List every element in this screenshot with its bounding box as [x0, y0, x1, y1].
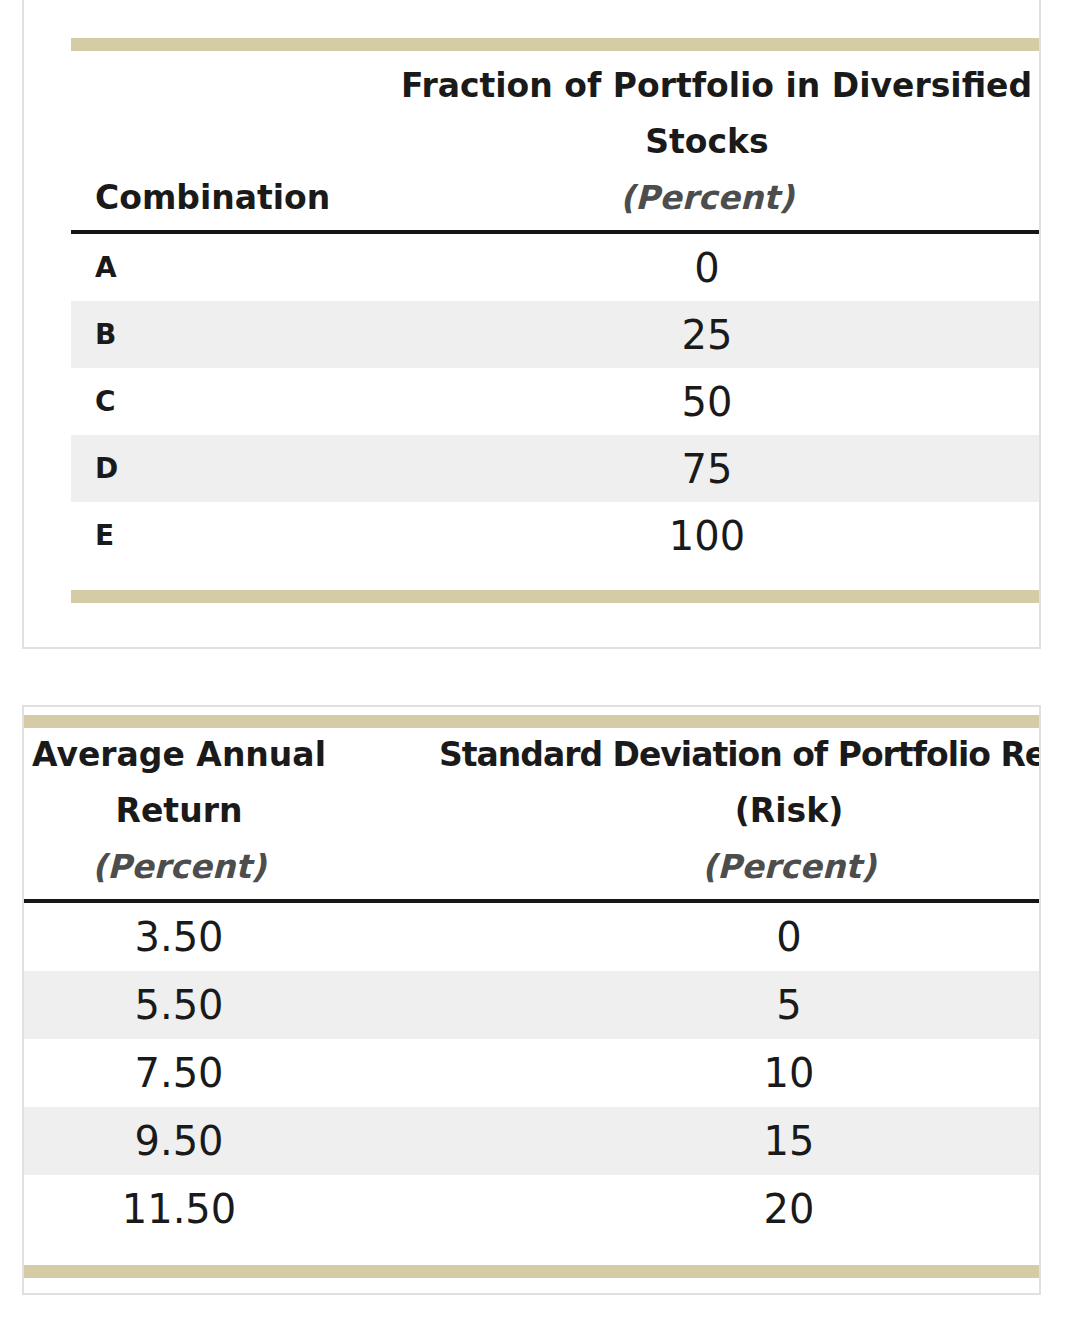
- return-value-cell: 7.50: [24, 1050, 334, 1096]
- average-return-header-line1: Average Annual: [24, 727, 334, 783]
- combination-cell: A: [71, 251, 401, 284]
- fraction-value-cell: 0: [401, 245, 1013, 291]
- table2-bottom-accent-bar: [24, 1265, 1041, 1278]
- fraction-value-cell: 100: [401, 513, 1013, 559]
- fraction-column-unit-label: (Percent): [401, 170, 1013, 226]
- table-row: 11.50 20: [24, 1175, 1041, 1243]
- table1-top-accent-bar: [71, 38, 1041, 51]
- combination-cell: C: [71, 385, 401, 418]
- fraction-value-cell: 75: [401, 446, 1013, 492]
- return-value-cell: 11.50: [24, 1186, 334, 1232]
- return-value-cell: 9.50: [24, 1118, 334, 1164]
- combination-cell: B: [71, 318, 401, 351]
- portfolio-fraction-table: Combination Fraction of Portfolio in Div…: [71, 38, 1041, 603]
- risk-return-table-card[interactable]: Average Annual Return (Percent) Standard…: [22, 705, 1041, 1295]
- risk-header-label: (Risk): [334, 783, 1041, 839]
- table1-bottom-accent-bar: [71, 590, 1041, 603]
- risk-value-cell: 5: [334, 982, 1041, 1028]
- table-row: B 25: [71, 301, 1041, 368]
- std-deviation-unit-label: (Percent): [334, 839, 1041, 895]
- fraction-column-header-line1: Fraction of Portfolio in Diversified: [401, 58, 1013, 114]
- table-row: 9.50 15: [24, 1107, 1041, 1175]
- portfolio-fraction-table-card[interactable]: Combination Fraction of Portfolio in Div…: [22, 0, 1041, 649]
- table2-header-row: Average Annual Return (Percent) Standard…: [24, 728, 1041, 899]
- fraction-value-cell: 50: [401, 379, 1013, 425]
- table-row: A 0: [71, 234, 1041, 301]
- return-value-cell: 3.50: [24, 914, 334, 960]
- risk-value-cell: 20: [334, 1186, 1041, 1232]
- table-row: 7.50 10: [24, 1039, 1041, 1107]
- risk-value-cell: 10: [334, 1050, 1041, 1096]
- average-return-unit-label: (Percent): [24, 839, 334, 895]
- std-deviation-header-line1: Standard Deviation of Portfolio Re: [334, 727, 1041, 783]
- combination-cell: E: [71, 519, 401, 552]
- combination-column-header: Combination: [95, 170, 401, 226]
- table1-header-row: Combination Fraction of Portfolio in Div…: [71, 51, 1041, 230]
- table-row: 5.50 5: [24, 971, 1041, 1039]
- fraction-column-header-line2: Stocks: [401, 114, 1013, 170]
- return-value-cell: 5.50: [24, 982, 334, 1028]
- combination-cell: D: [71, 452, 401, 485]
- fraction-value-cell: 25: [401, 312, 1013, 358]
- page-root: Combination Fraction of Portfolio in Div…: [0, 0, 1089, 1340]
- average-return-header-line2: Return: [24, 783, 334, 839]
- risk-value-cell: 0: [334, 914, 1041, 960]
- table-row: D 75: [71, 435, 1041, 502]
- table-row: C 50: [71, 368, 1041, 435]
- table-row: E 100: [71, 502, 1041, 569]
- table-row: 3.50 0: [24, 903, 1041, 971]
- risk-return-table: Average Annual Return (Percent) Standard…: [24, 715, 1041, 1278]
- risk-value-cell: 15: [334, 1118, 1041, 1164]
